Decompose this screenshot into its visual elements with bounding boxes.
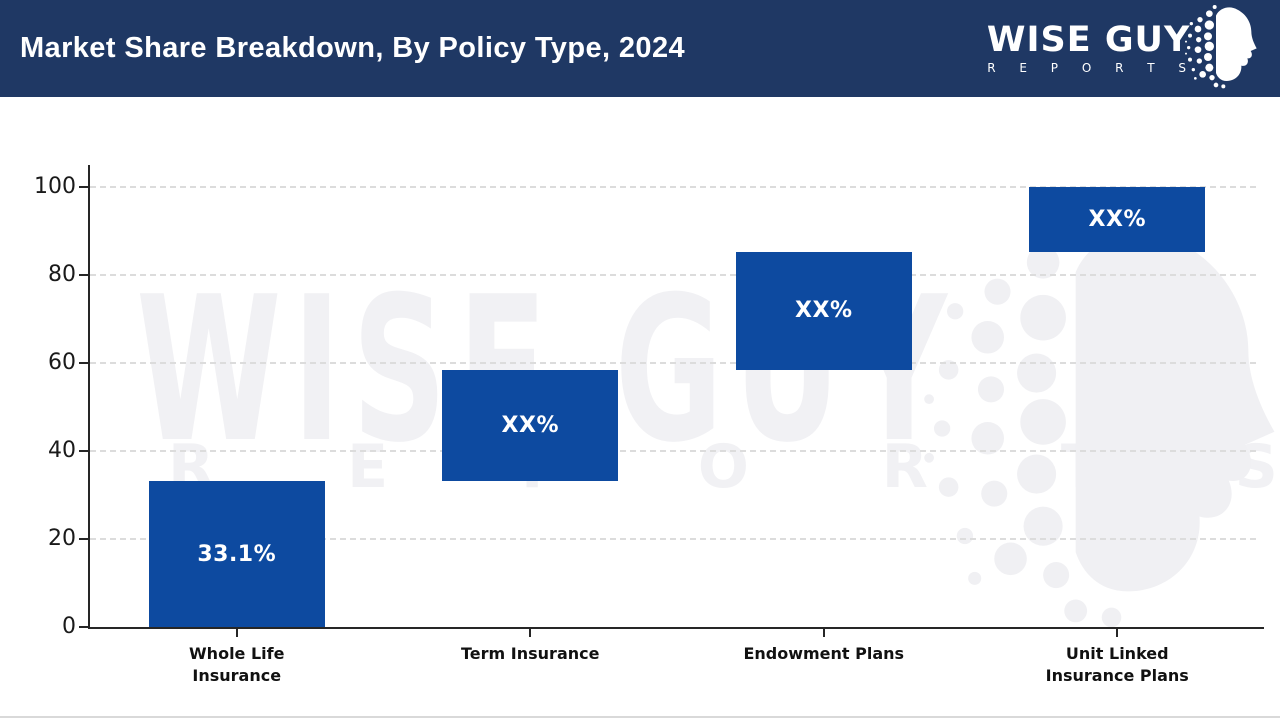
x-tick-mark: [235, 629, 238, 637]
wise-guy-logo: WISE GUY R E P O R T S: [981, 5, 1266, 93]
gridline: [90, 362, 1256, 364]
plot-area: WISE GUY R E P O R T S 0 20 40 60 80 100 33.1%…: [34, 165, 1278, 685]
y-tick-mark: [79, 450, 88, 452]
gridline: [90, 186, 1256, 188]
y-tick-label: 80: [48, 262, 76, 287]
y-tick-label: 60: [48, 350, 76, 375]
x-tick-mark: [529, 629, 532, 637]
x-category-label: Whole Life Insurance: [189, 644, 285, 685]
dotted-head-icon: [1178, 5, 1266, 93]
gridline: [90, 538, 1256, 540]
y-tick-label: 0: [62, 614, 76, 639]
y-tick-label: 40: [48, 438, 76, 463]
x-category-label: Unit Linked Insurance Plans: [1045, 644, 1189, 685]
y-tick-mark: [79, 362, 88, 364]
bar-value-label: XX%: [795, 298, 853, 324]
logo-reports-line: R E P O R T S: [987, 60, 1196, 75]
x-tick-mark: [822, 629, 825, 637]
bar-value-label: XX%: [501, 412, 559, 438]
x-tick-mark: [1116, 629, 1119, 637]
gridline: [90, 274, 1256, 276]
x-category-label: Term Insurance: [461, 644, 600, 663]
y-tick-mark: [79, 538, 88, 540]
logo-wordmark: WISE GUY: [986, 19, 1191, 60]
y-tick-mark: [79, 186, 88, 188]
bar-value-label: XX%: [1088, 206, 1146, 232]
watermark-dotted-head-icon: [890, 220, 1280, 627]
x-category-label: Endowment Plans: [743, 644, 905, 663]
bar: XX%: [442, 369, 619, 482]
bar: 33.1%: [148, 481, 325, 627]
gridline: [90, 450, 1256, 452]
y-tick-label: 100: [34, 174, 76, 199]
logo-text-block: WISE GUY R E P O R T S: [981, 19, 1196, 75]
bottom-divider-line: [0, 716, 1280, 718]
bar-value-label: 33.1%: [197, 541, 277, 567]
y-tick-mark: [79, 274, 88, 276]
header-bar: Market Share Breakdown, By Policy Type, …: [0, 0, 1280, 97]
page-title: Market Share Breakdown, By Policy Type, …: [20, 32, 686, 64]
bar: XX%: [1029, 187, 1206, 252]
y-tick-label: 20: [48, 526, 76, 551]
bar: XX%: [735, 251, 912, 370]
y-tick-mark: [79, 626, 88, 628]
